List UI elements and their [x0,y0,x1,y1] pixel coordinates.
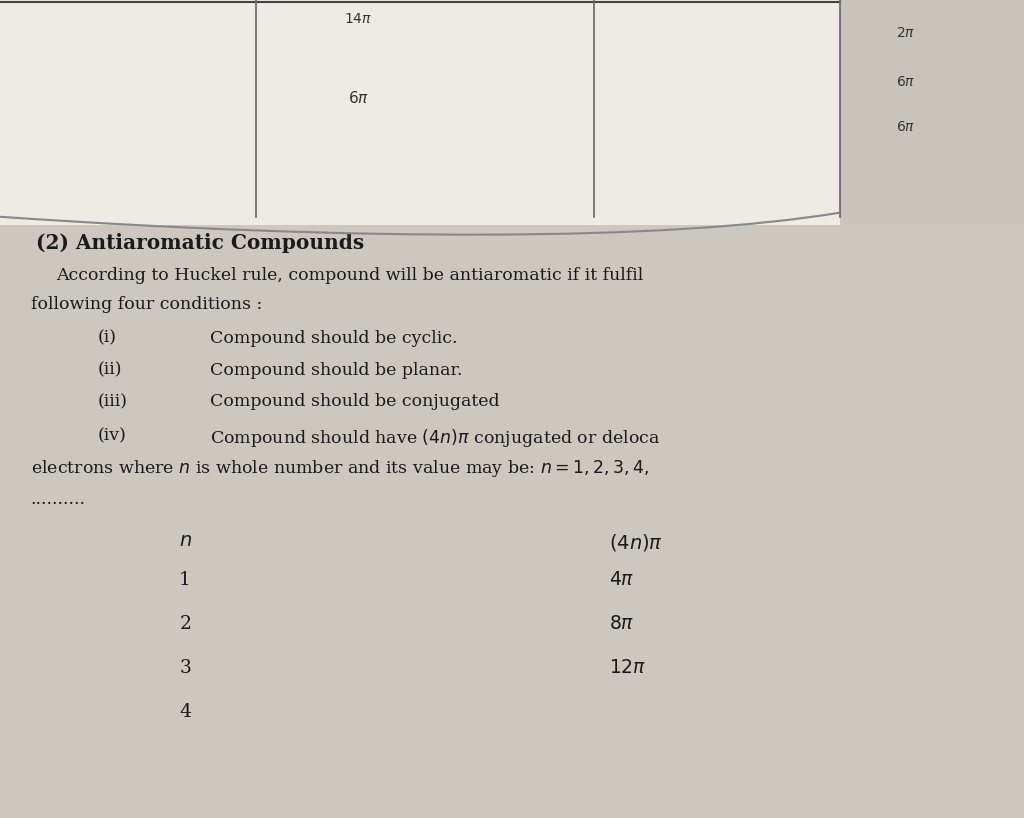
Text: $2\pi$: $2\pi$ [896,25,915,40]
Text: 1: 1 [179,571,191,589]
Text: Compound should be cyclic.: Compound should be cyclic. [210,330,458,347]
Text: $6\pi$: $6\pi$ [348,90,369,106]
Text: electrons where $n$ is whole number and its value may be: $n =1,2,3,4,$: electrons where $n$ is whole number and … [31,458,649,479]
Text: $8\pi$: $8\pi$ [609,615,635,633]
Text: following four conditions :: following four conditions : [31,296,262,313]
Text: $12\pi$: $12\pi$ [609,659,647,677]
Text: Compound should be planar.: Compound should be planar. [210,362,463,379]
Text: $6\pi$: $6\pi$ [896,119,915,134]
Text: Compound should be conjugated: Compound should be conjugated [210,393,500,411]
Text: Compound should have $(4n)\pi$ conjugated or deloca: Compound should have $(4n)\pi$ conjugate… [210,427,660,449]
Text: $n$: $n$ [179,532,193,550]
Text: $4\pi$: $4\pi$ [609,571,635,589]
Text: $(4n)\pi$: $(4n)\pi$ [609,532,664,553]
Text: 2: 2 [179,615,191,633]
Text: (ii): (ii) [97,362,122,379]
Text: (i): (i) [97,330,117,347]
Text: 3: 3 [179,659,191,677]
Text: (2) Antiaromatic Compounds: (2) Antiaromatic Compounds [36,233,365,253]
Bar [840,0,1024,225]
Text: $14\pi$: $14\pi$ [344,12,373,26]
Text: ..........: .......... [31,491,86,508]
Text: $6\pi$: $6\pi$ [896,74,915,89]
Text: (iv): (iv) [97,427,126,444]
Text: 4: 4 [179,703,191,721]
Text: According to Huckel rule, compound will be antiaromatic if it fulfil: According to Huckel rule, compound will … [56,267,643,285]
Bar [0,0,1024,225]
Text: (iii): (iii) [97,393,127,411]
